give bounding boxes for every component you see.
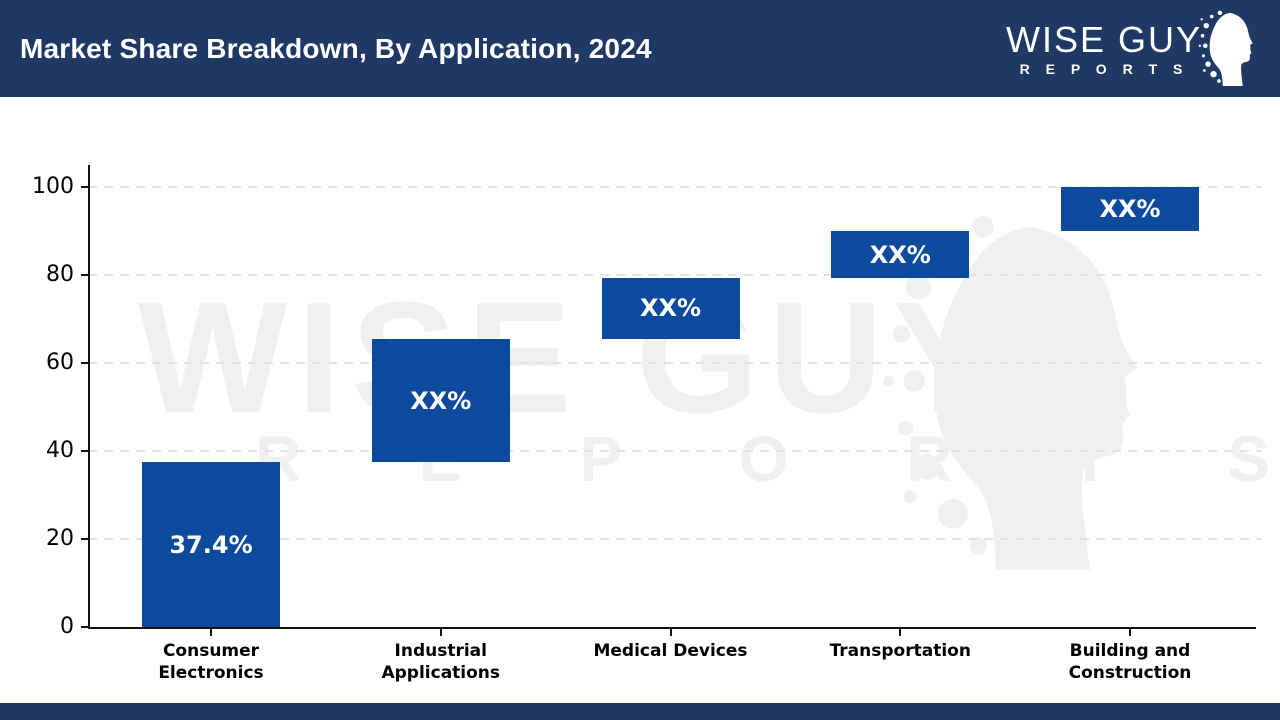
x-axis-tick-mark	[899, 629, 902, 636]
bar-medical-devices	[601, 277, 740, 340]
y-axis-tick-mark	[81, 362, 88, 364]
page-title: Market Share Breakdown, By Application, …	[20, 32, 652, 64]
footer-bar	[0, 703, 1280, 720]
x-axis-tick-mark	[210, 629, 212, 636]
y-axis-tick-label: 0	[60, 614, 74, 639]
x-axis-category-label: Building and Construction	[1068, 641, 1192, 683]
bar-value-label: XX%	[1099, 195, 1161, 224]
header-bar: Market Share Breakdown, By Application, …	[0, 0, 1280, 97]
logo-wordmark: WISE GUY	[1005, 18, 1202, 60]
y-axis-tick-mark	[81, 538, 88, 540]
bar-value-label: XX%	[869, 240, 931, 269]
x-axis-tick-mark	[439, 629, 442, 636]
gridline	[88, 186, 1262, 188]
y-axis-tick-mark	[81, 626, 88, 628]
y-axis-tick-label: 20	[46, 526, 74, 551]
x-axis-category-label: Industrial Applications	[381, 641, 501, 683]
y-axis-tick-label: 80	[46, 262, 74, 287]
y-axis-tick-label: 60	[46, 350, 74, 375]
head-profile-icon	[1198, 10, 1253, 86]
bar-value-label: XX%	[639, 294, 702, 323]
y-axis-tick-label: 40	[46, 438, 74, 463]
gridline	[88, 362, 1262, 364]
bar-consumer-electronics	[142, 462, 280, 627]
gridline	[88, 450, 1262, 452]
x-axis-category-label: Medical Devices	[593, 641, 748, 661]
wiseguy-logo: WISE GUY R E P O R T S	[1006, 10, 1262, 88]
x-axis-tick-mark	[669, 629, 672, 636]
y-axis-tick-mark	[81, 450, 88, 452]
gridline	[88, 538, 1262, 540]
y-axis-tick-label: 100	[32, 174, 74, 199]
x-axis-category-label: Consumer Electronics	[158, 641, 264, 683]
bar-value-label: 37.4%	[169, 530, 253, 559]
bar-industrial-applications	[371, 339, 510, 463]
x-axis-category-label: Transportation	[829, 641, 971, 661]
x-axis-tick-mark	[1129, 629, 1131, 636]
gridline	[88, 274, 1262, 276]
bar-value-label: XX%	[410, 386, 472, 415]
y-axis-line	[88, 165, 90, 629]
x-axis-line	[88, 627, 1256, 629]
logo-subtext: R E P O R T S	[1019, 60, 1189, 77]
logo-text: WISE GUY R E P O R T S	[1005, 18, 1202, 77]
y-axis-tick-mark	[81, 186, 88, 188]
y-axis-tick-mark	[81, 274, 88, 276]
